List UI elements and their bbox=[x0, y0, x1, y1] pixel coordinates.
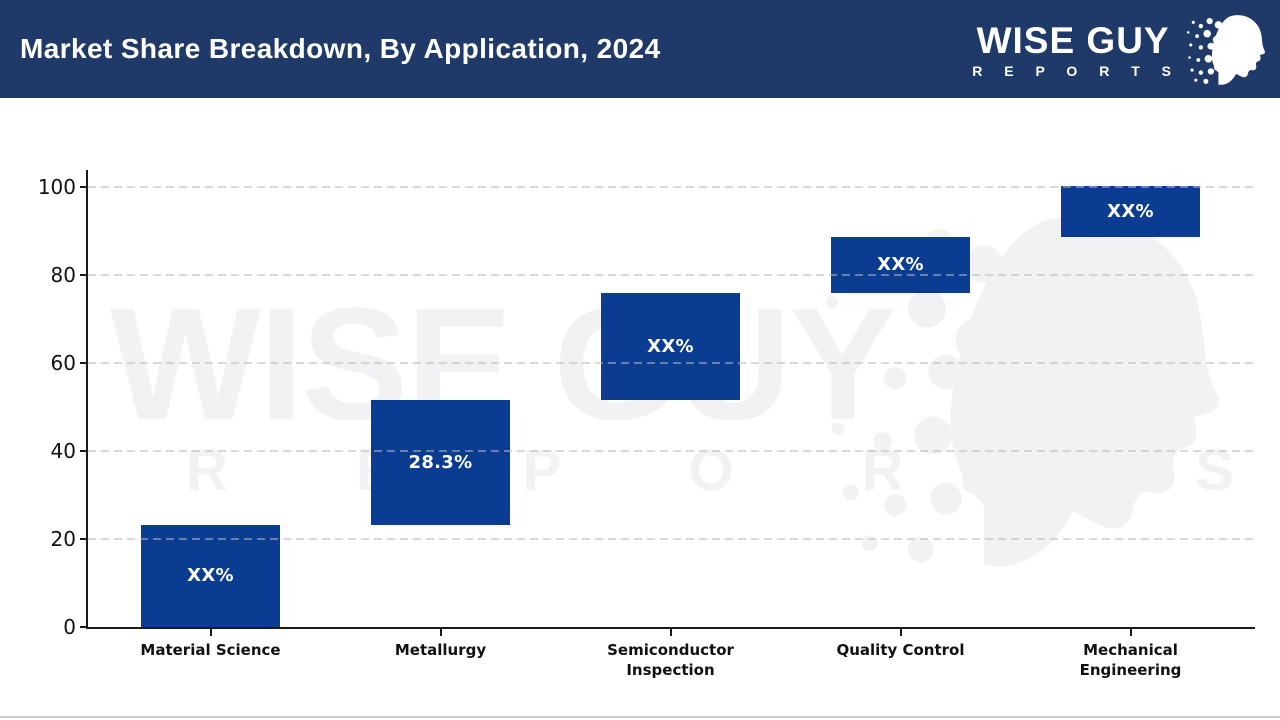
bar-value-label: 28.3% bbox=[408, 452, 473, 474]
y-tick-mark bbox=[80, 538, 86, 540]
brand-logo: WISE GUY R E P O R T S bbox=[966, 6, 1270, 94]
x-tick-mark bbox=[209, 629, 212, 636]
y-tick-label: 100 bbox=[37, 175, 76, 199]
y-tick-mark bbox=[80, 450, 86, 452]
y-tick-label: 0 bbox=[63, 615, 76, 639]
bar-value-label: XX% bbox=[187, 565, 234, 587]
x-tick-mark bbox=[1129, 629, 1132, 636]
bar-value-label: XX% bbox=[647, 335, 694, 357]
bar-segment: XX% bbox=[141, 524, 280, 627]
y-tick-label: 60 bbox=[50, 351, 76, 375]
bottom-border bbox=[0, 716, 1280, 718]
y-tick-mark bbox=[80, 626, 86, 628]
brand-name: WISE GUY bbox=[976, 20, 1170, 61]
y-tick-label: 40 bbox=[50, 439, 76, 463]
y-tick-label: 20 bbox=[50, 527, 76, 551]
y-gridline bbox=[88, 538, 1253, 540]
y-tick-mark bbox=[80, 186, 86, 188]
y-gridline bbox=[88, 362, 1253, 364]
y-gridline bbox=[88, 186, 1253, 188]
x-category-label: Quality Control bbox=[836, 641, 965, 659]
x-category-label: Mechanical Engineering bbox=[1079, 641, 1182, 679]
x-tick-mark bbox=[439, 629, 442, 636]
bar-value-label: XX% bbox=[877, 254, 924, 276]
y-axis-line bbox=[86, 170, 88, 629]
brand-face-icon bbox=[1187, 15, 1265, 85]
page-title: Market Share Breakdown, By Application, … bbox=[20, 33, 661, 64]
x-tick-mark bbox=[669, 629, 672, 636]
brand-logo-text: WISE GUY R E P O R T S bbox=[966, 20, 1180, 80]
x-axis-line bbox=[86, 627, 1255, 629]
bar-segment: XX% bbox=[1061, 186, 1200, 237]
y-gridline bbox=[88, 274, 1253, 276]
bar-segment: XX% bbox=[831, 236, 970, 293]
x-category-label: Material Science bbox=[140, 641, 281, 659]
brand-subtitle: R E P O R T S bbox=[972, 63, 1180, 79]
y-tick-mark bbox=[80, 362, 86, 364]
x-category-label: Metallurgy bbox=[394, 641, 487, 659]
y-gridline bbox=[88, 450, 1253, 452]
y-tick-mark bbox=[80, 274, 86, 276]
bar-segment: 28.3% bbox=[371, 400, 510, 525]
bar-segment: XX% bbox=[601, 292, 740, 401]
y-tick-label: 80 bbox=[50, 263, 76, 287]
x-tick-mark bbox=[899, 629, 902, 636]
x-category-label: Semiconductor Inspection bbox=[607, 641, 734, 679]
header: Market Share Breakdown, By Application, … bbox=[0, 0, 1280, 98]
bar-value-label: XX% bbox=[1107, 200, 1154, 222]
